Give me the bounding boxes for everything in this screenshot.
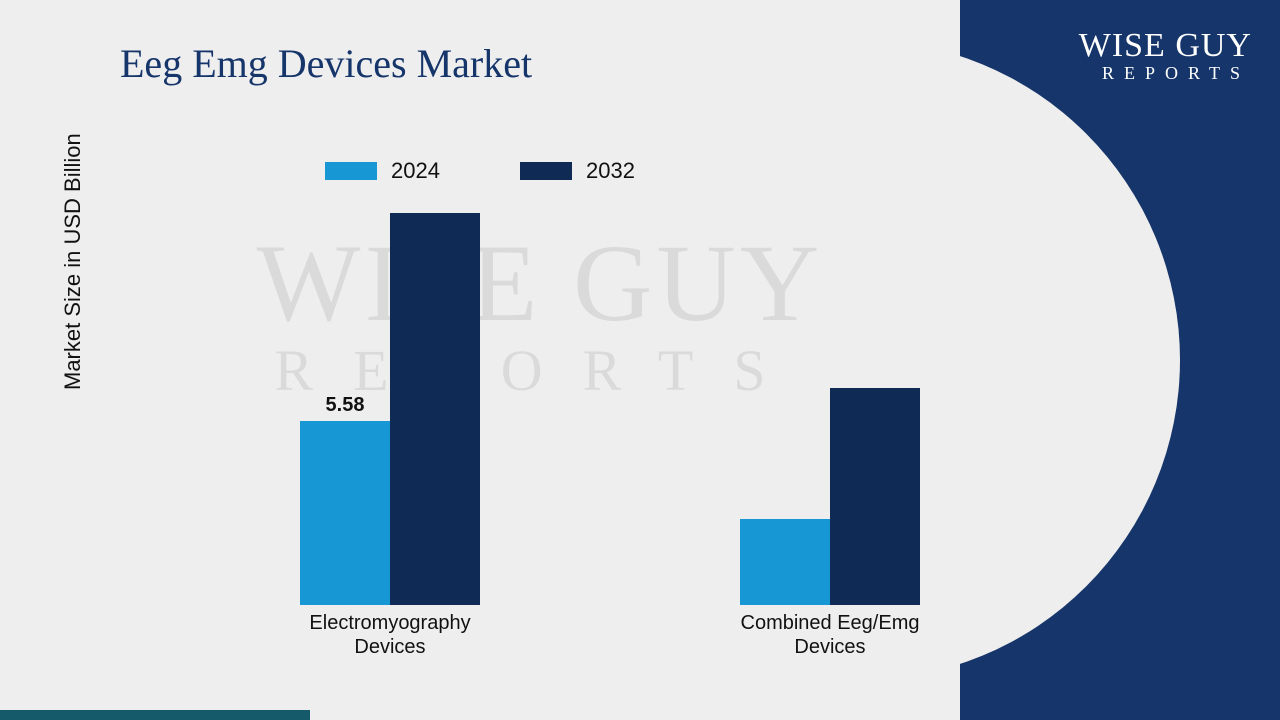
logo-line1: WISE GUY [1079, 28, 1252, 64]
legend-label-2032: 2032 [586, 158, 635, 184]
legend-item-2032: 2032 [520, 158, 635, 184]
logo-line2: REPORTS [1079, 64, 1252, 83]
bar [830, 388, 920, 605]
legend: 2024 2032 [0, 158, 960, 184]
legend-swatch-2024 [325, 162, 377, 180]
bar [740, 519, 830, 605]
chart-canvas: WISE GUY REPORTS Eeg Emg Devices Market … [0, 0, 1280, 720]
bar [390, 213, 480, 605]
bar-value-label: 5.58 [326, 394, 365, 417]
bar: 5.58 [300, 421, 390, 605]
chart-title: Eeg Emg Devices Market [120, 40, 532, 87]
legend-label-2024: 2024 [391, 158, 440, 184]
category-label: Combined Eeg/Emg Devices [720, 605, 940, 659]
brand-logo: WISE GUY REPORTS [1079, 28, 1252, 83]
legend-swatch-2032 [520, 162, 572, 180]
bottom-strip [0, 710, 310, 720]
plot-area: 5.58Electromyography DevicesCombined Eeg… [110, 210, 940, 605]
category-label: Electromyography Devices [280, 605, 500, 659]
legend-item-2024: 2024 [325, 158, 440, 184]
